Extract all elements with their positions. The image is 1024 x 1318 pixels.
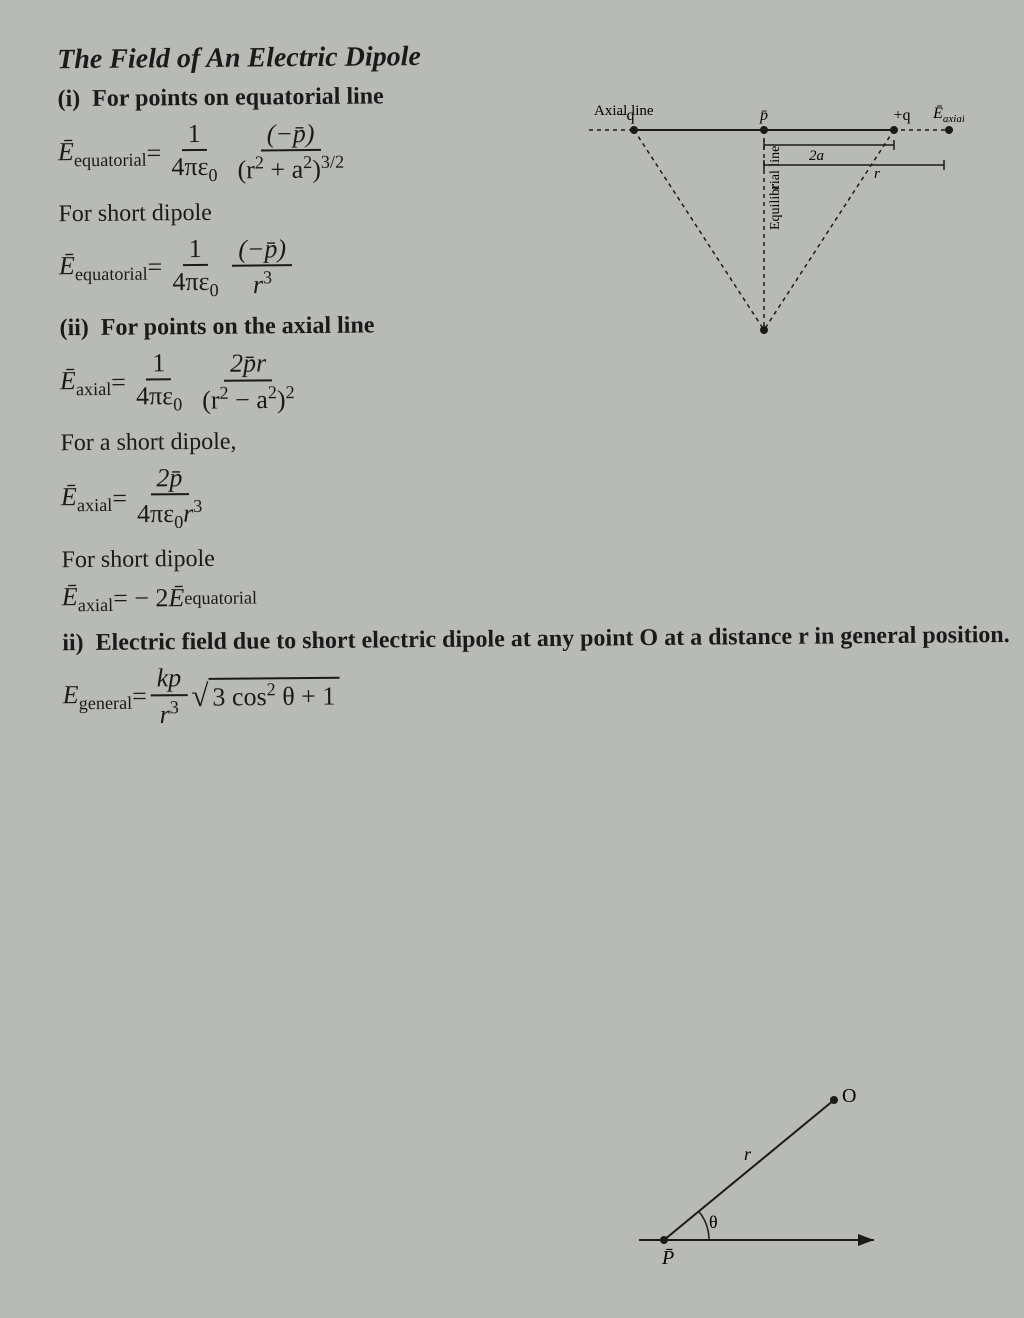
section-iii-heading: ii) Electric field due to short electric… — [62, 622, 1024, 657]
angle-diagram: P̄ Or θ — [624, 1070, 884, 1270]
section-ii-num: (ii) — [59, 315, 89, 341]
svg-text:Ēaxial: Ēaxial — [932, 105, 964, 125]
section-ii-text: For points on the axial line — [101, 313, 375, 341]
dipole-diagram: −q+qp̄ĒaxialAxial lineEquilibrial line2… — [584, 70, 964, 350]
svg-text:r: r — [767, 184, 783, 190]
svg-text:O: O — [842, 1085, 856, 1107]
svg-text:r: r — [874, 166, 880, 182]
label-for-short-dipole-2: For short dipole — [61, 539, 1024, 574]
section-iii-num: ii) — [62, 630, 84, 656]
eq-axial-relation: Ēaxial = − 2 Ēequatorial — [62, 574, 1024, 617]
svg-text:θ: θ — [709, 1212, 718, 1232]
eq-axial-short: Ēaxial = 2p̄ 4πε0r3 — [61, 457, 1024, 534]
svg-text:r: r — [744, 1144, 752, 1164]
svg-text:p̄: p̄ — [759, 107, 768, 124]
svg-text:P̄: P̄ — [661, 1247, 674, 1269]
eq-general: Egeneral = kp r3 √ 3 cos2 θ + 1 — [62, 657, 1024, 729]
section-iii-text: Electric field due to short electric dip… — [95, 622, 1009, 656]
svg-text:Axial line: Axial line — [594, 103, 654, 119]
section-i-text: For points on equatorial line — [92, 83, 384, 112]
section-i-num: (i) — [57, 86, 80, 112]
eq-axial-full: Ēaxial = 1 4πε0 2p̄r (r2 − a2)2 — [60, 342, 1024, 416]
svg-text:+q: +q — [893, 107, 910, 124]
label-for-a-short-dipole: For a short dipole, — [60, 422, 1024, 457]
svg-text:2a: 2a — [809, 148, 824, 164]
